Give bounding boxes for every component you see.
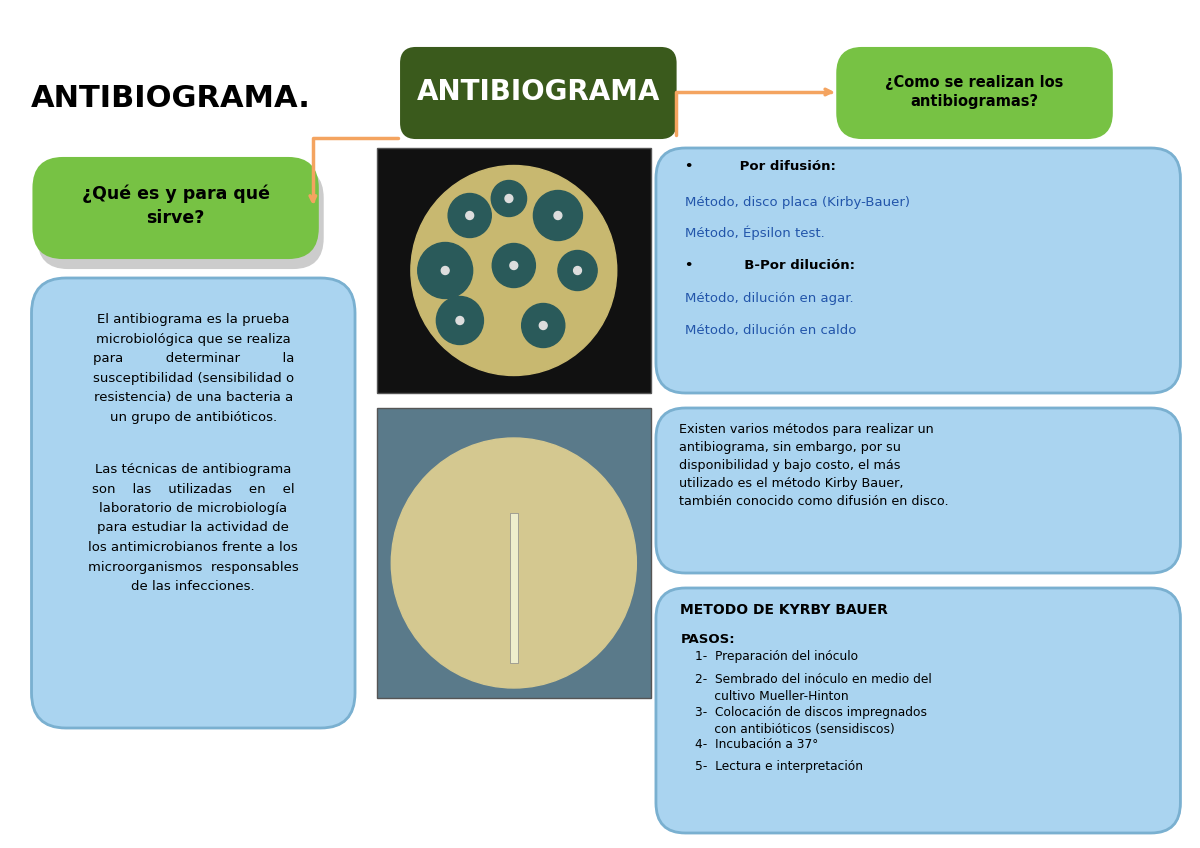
- FancyBboxPatch shape: [31, 278, 355, 728]
- FancyBboxPatch shape: [656, 588, 1181, 833]
- Circle shape: [418, 243, 473, 298]
- FancyBboxPatch shape: [656, 408, 1181, 573]
- Circle shape: [534, 191, 582, 241]
- Text: Existen varios métodos para realizar un
antibiograma, sin embargo, por su
dispon: Existen varios métodos para realizar un …: [678, 423, 948, 508]
- Text: 3-  Colocación de discos impregnados
     con antibióticos (sensidiscos): 3- Colocación de discos impregnados con …: [695, 706, 928, 736]
- FancyBboxPatch shape: [401, 48, 676, 138]
- Circle shape: [391, 438, 636, 688]
- Circle shape: [558, 250, 598, 291]
- Text: Método, Épsilon test.: Método, Épsilon test.: [685, 226, 826, 240]
- Text: •           B-Por dilución:: • B-Por dilución:: [685, 259, 856, 271]
- Circle shape: [574, 266, 582, 275]
- FancyBboxPatch shape: [377, 148, 652, 393]
- FancyBboxPatch shape: [656, 408, 1181, 573]
- Circle shape: [448, 193, 491, 237]
- Text: 4-  Incubación a 37°: 4- Incubación a 37°: [695, 738, 818, 751]
- Circle shape: [510, 261, 517, 270]
- Text: El antibiograma es la prueba
microbiológica que se realiza
para          determi: El antibiograma es la prueba microbiológ…: [92, 313, 294, 423]
- Text: Método, dilución en caldo: Método, dilución en caldo: [685, 323, 857, 337]
- Circle shape: [442, 266, 449, 275]
- Circle shape: [491, 181, 527, 216]
- FancyBboxPatch shape: [38, 168, 323, 268]
- Circle shape: [456, 316, 464, 325]
- FancyBboxPatch shape: [838, 48, 1111, 138]
- Text: ANTIBIOGRAMA: ANTIBIOGRAMA: [416, 78, 660, 106]
- Text: Las técnicas de antibiograma
son    las    utilizadas    en    el
laboratorio de: Las técnicas de antibiograma son las uti…: [88, 463, 299, 593]
- Circle shape: [554, 211, 562, 220]
- FancyBboxPatch shape: [31, 278, 355, 728]
- Text: •          Por difusión:: • Por difusión:: [685, 159, 836, 172]
- Circle shape: [437, 297, 484, 344]
- Text: ANTIBIOGRAMA.: ANTIBIOGRAMA.: [31, 83, 311, 113]
- Text: Método, dilución en agar.: Método, dilución en agar.: [685, 292, 854, 304]
- Circle shape: [410, 165, 617, 376]
- Text: 1-  Preparación del inóculo: 1- Preparación del inóculo: [695, 650, 858, 663]
- Text: METODO DE KYRBY BAUER: METODO DE KYRBY BAUER: [680, 603, 888, 617]
- Text: PASOS:: PASOS:: [680, 633, 736, 646]
- FancyBboxPatch shape: [656, 148, 1181, 393]
- FancyBboxPatch shape: [656, 588, 1181, 833]
- FancyBboxPatch shape: [34, 158, 318, 258]
- Text: ¿Qué es y para qué
sirve?: ¿Qué es y para qué sirve?: [82, 185, 270, 227]
- Circle shape: [466, 211, 474, 220]
- FancyBboxPatch shape: [377, 408, 652, 698]
- Circle shape: [539, 321, 547, 330]
- Text: ¿Como se realizan los
antibiogramas?: ¿Como se realizan los antibiogramas?: [886, 75, 1063, 109]
- Circle shape: [505, 194, 512, 203]
- Text: Método, disco placa (Kirby-Bauer): Método, disco placa (Kirby-Bauer): [685, 196, 911, 209]
- FancyBboxPatch shape: [656, 148, 1181, 393]
- Text: 5-  Lectura e interpretación: 5- Lectura e interpretación: [695, 760, 863, 773]
- Circle shape: [522, 304, 565, 348]
- FancyBboxPatch shape: [510, 513, 517, 663]
- Circle shape: [492, 243, 535, 287]
- Text: 2-  Sembrado del inóculo en medio del
     cultivo Mueller-Hinton: 2- Sembrado del inóculo en medio del cul…: [695, 673, 932, 703]
